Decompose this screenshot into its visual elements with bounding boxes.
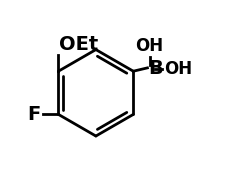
Text: F: F <box>28 105 41 124</box>
Text: OEt: OEt <box>59 35 99 54</box>
Text: B: B <box>148 59 163 78</box>
Text: OH: OH <box>164 60 192 78</box>
Text: OH: OH <box>135 37 164 55</box>
